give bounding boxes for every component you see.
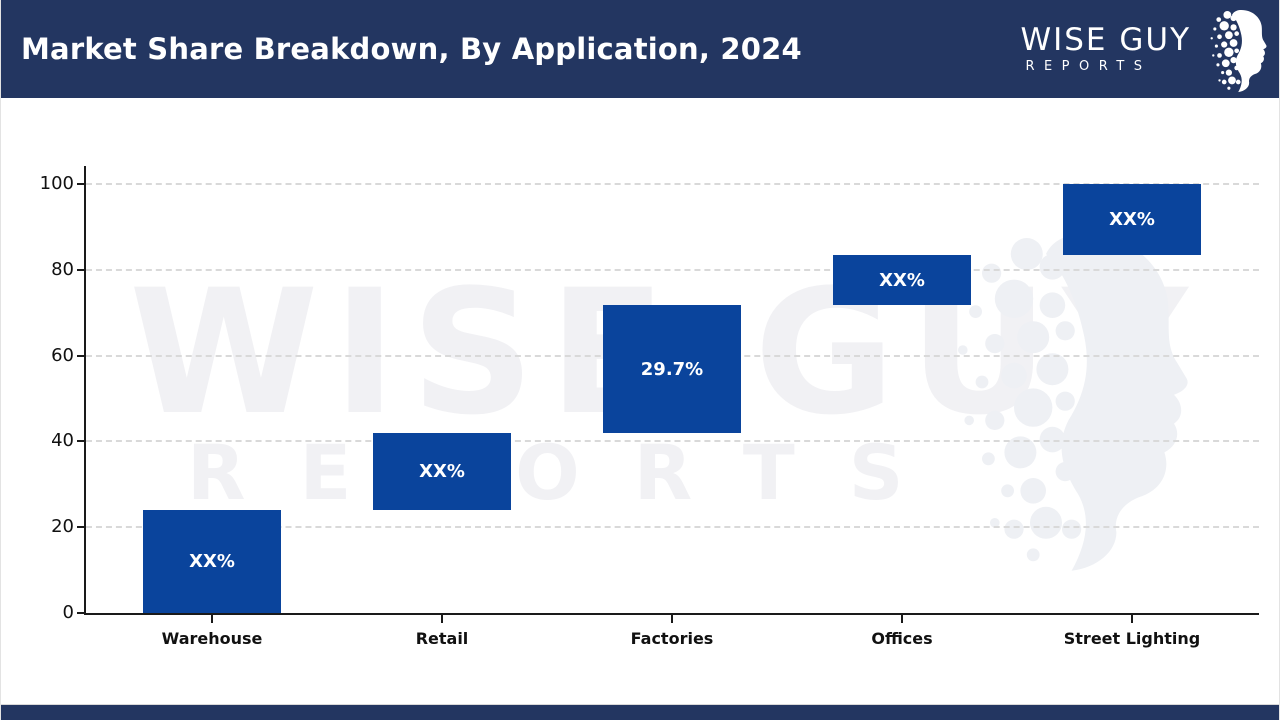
bar-street-lighting: XX%	[1063, 184, 1201, 255]
y-tick-label-0: 0	[62, 602, 74, 623]
y-tick-label-20: 20	[51, 516, 74, 538]
watermark-subtitle: REPORTS	[187, 428, 958, 517]
y-tick-20	[77, 526, 86, 529]
y-tick-label-100: 100	[39, 173, 74, 194]
gridline-40	[86, 440, 1259, 443]
chart-plot-area: 0 20 40 60 80 100 XX% Warehouse XX% Retail 29.7% Fa…	[1, 98, 1279, 704]
y-tick-label-80: 80	[51, 258, 74, 280]
y-tick-label-40: 40	[51, 430, 74, 452]
bar-offices: XX%	[833, 254, 971, 306]
y-tick-100	[77, 183, 86, 185]
logo-subtitle: REPORTS	[1025, 58, 1152, 74]
bar-retail: XX%	[373, 432, 511, 511]
y-tick-60	[77, 354, 86, 357]
x-tick-factories	[671, 615, 673, 623]
x-tick-offices	[901, 615, 903, 623]
bar-factories: 29.7%	[603, 305, 741, 433]
logo-text: WISE GUY REPORTS	[1020, 24, 1191, 74]
gridline-80	[86, 268, 1259, 271]
bar-label-offices: XX%	[879, 269, 925, 291]
y-tick-40	[77, 440, 86, 443]
x-tick-retail	[441, 615, 443, 623]
header-band: Market Share Breakdown, By Application, …	[1, 0, 1279, 98]
logo-wordmark: WISE GUY	[1020, 22, 1191, 59]
gridline-100	[86, 183, 1259, 185]
chart-title: Market Share Breakdown, By Application, …	[21, 32, 802, 66]
x-label-retail: Retail	[415, 629, 469, 648]
y-tick-80	[77, 268, 86, 271]
x-label-offices: Offices	[871, 629, 933, 648]
wiseguy-logo: WISE GUY REPORTS	[1020, 5, 1271, 93]
x-tick-street-lighting	[1131, 615, 1133, 623]
x-tick-warehouse	[211, 615, 213, 623]
logo-face-icon	[1210, 10, 1267, 93]
bar-label-warehouse: XX%	[189, 551, 235, 572]
bar-label-retail: XX%	[419, 460, 465, 482]
gridline-20	[86, 526, 1259, 529]
x-label-street-lighting: Street Lighting	[1063, 629, 1201, 648]
bar-warehouse: XX%	[143, 510, 281, 613]
bar-label-street-lighting: XX%	[1109, 208, 1155, 230]
footer-band	[1, 704, 1279, 720]
y-tick-0	[77, 612, 86, 614]
y-axis-line	[84, 166, 86, 615]
x-label-factories: Factories	[630, 629, 714, 648]
y-tick-label-60: 60	[51, 344, 74, 366]
bar-label-factories: 29.7%	[640, 358, 704, 380]
x-label-warehouse: Warehouse	[161, 629, 263, 648]
x-axis-line	[84, 613, 1259, 615]
